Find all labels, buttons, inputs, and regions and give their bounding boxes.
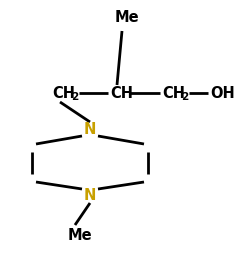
Text: CH: CH (161, 85, 184, 100)
Text: Me: Me (114, 11, 139, 26)
Text: N: N (84, 188, 96, 203)
Text: 2: 2 (71, 92, 78, 102)
Text: Me: Me (68, 227, 92, 242)
Text: 2: 2 (180, 92, 188, 102)
Text: N: N (84, 123, 96, 138)
Text: CH: CH (52, 85, 75, 100)
Text: CH: CH (110, 85, 132, 100)
Text: OH: OH (209, 85, 234, 100)
